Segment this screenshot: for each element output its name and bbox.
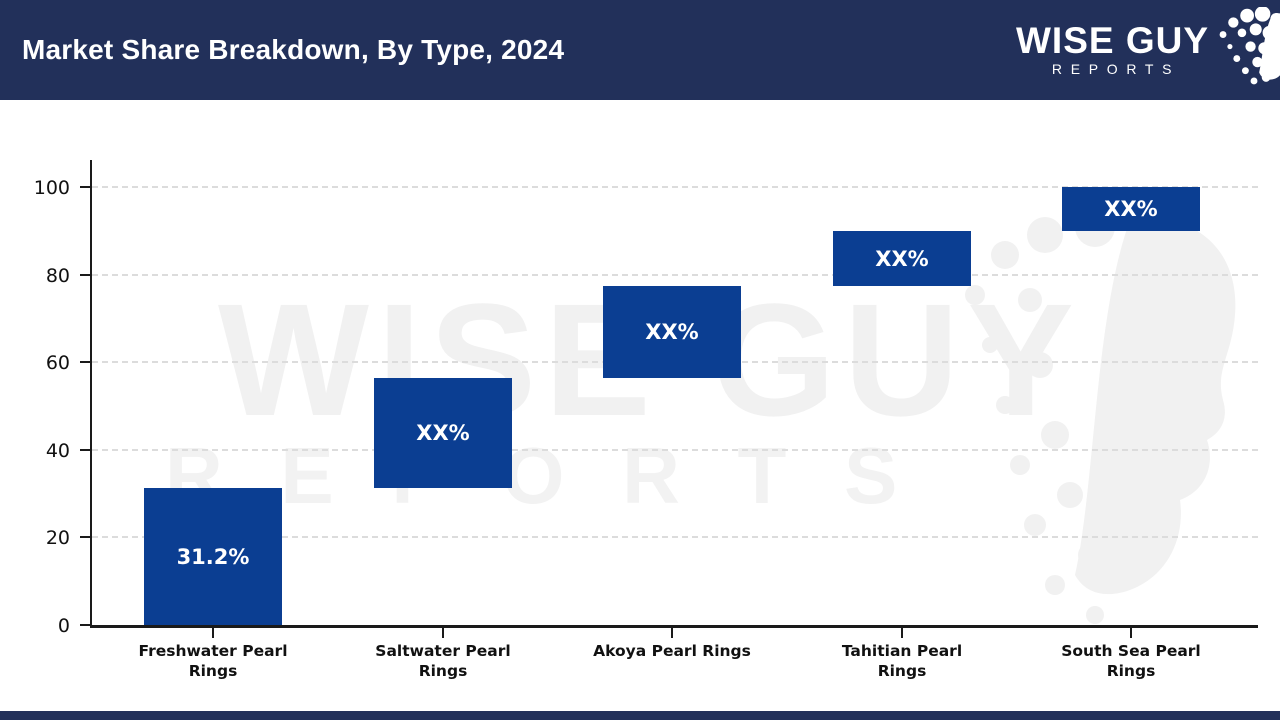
x-tick-mark [1130,628,1132,638]
bar-value-label: XX% [416,421,470,446]
bar-segment: XX% [603,286,741,378]
y-tick-mark [80,536,90,539]
x-tick-mark [212,628,214,638]
gridline [92,273,1258,276]
bar-segment: XX% [374,377,512,489]
watermark-subtitle: REPORTS [165,431,955,520]
y-tick-label: 20 [45,527,70,550]
x-tick-label: Tahitian Pearl Rings [841,642,963,680]
plot-area: 0 20 40 60 80 100 31.2% Freshwater Pearl Rings X… [34,160,1258,680]
bar-segment: XX% [833,231,971,286]
logo-subtitle: REPORTS [1051,61,1181,77]
y-tick-label: 60 [45,352,70,375]
bar-value-label: 31.2% [176,544,250,569]
gridline [92,536,1258,539]
x-tick-label: South Sea Pearl Rings [1061,642,1201,680]
x-tick-label: Freshwater Pearl Rings [138,642,288,680]
wiseguy-logo: WISE GUY REPORTS [1016,6,1280,94]
y-tick-label: 0 [57,615,70,637]
bar-value-label: XX% [1104,197,1158,222]
gridline [92,448,1258,451]
y-tick-mark [80,186,90,188]
gridline [92,186,1258,188]
y-tick-mark [80,448,90,451]
bar-segment: 31.2% [144,488,282,625]
y-tick-mark [80,624,90,626]
x-tick-mark [671,628,673,638]
logo-face-icon [1219,7,1280,85]
header-bar: Market Share Breakdown, By Type, 2024 WI… [0,0,1280,100]
x-tick-label: Akoya Pearl Rings [593,642,751,660]
y-tick-mark [80,361,90,364]
bar-segment: XX% [1062,187,1200,232]
bar-value-label: XX% [645,319,699,344]
x-tick-label: Saltwater Pearl Rings [375,642,511,680]
x-tick-mark [442,628,444,638]
y-tick-label: 80 [45,264,70,287]
bar-value-label: XX% [875,246,929,271]
x-tick-mark [901,628,903,638]
logo-wordmark: WISE GUY [1016,20,1210,61]
y-tick-mark [80,273,90,276]
logo-text: WISE GUY REPORTS [1016,22,1209,78]
y-tick-label: 100 [33,177,70,199]
footer-bar [0,711,1280,720]
y-tick-label: 40 [45,439,70,462]
page-title: Market Share Breakdown, By Type, 2024 [22,34,565,65]
